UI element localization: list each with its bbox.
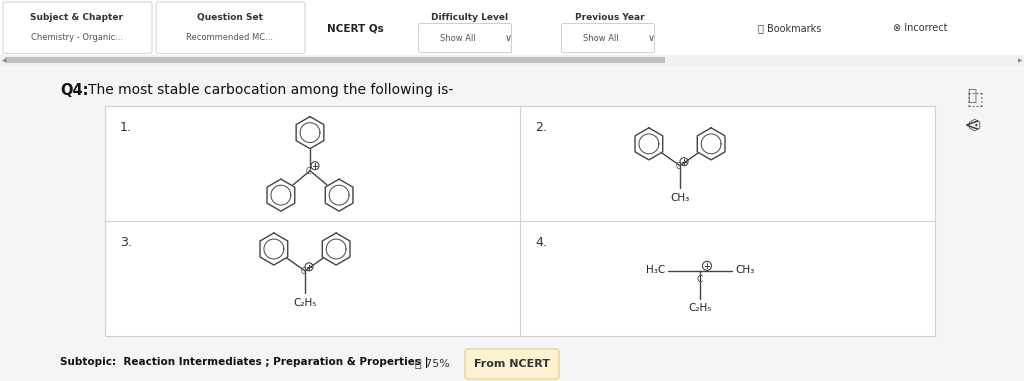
Text: The most stable carbocation among the following is-: The most stable carbocation among the fo… (88, 83, 454, 96)
Text: Recommended MC...: Recommended MC... (186, 33, 273, 42)
Text: ⊗ Incorrect: ⊗ Incorrect (893, 23, 947, 33)
Text: Difficulty Level: Difficulty Level (431, 13, 509, 22)
Text: Chemistry - Organic...: Chemistry - Organic... (31, 33, 123, 42)
Text: C: C (300, 267, 305, 276)
Text: 2.: 2. (535, 121, 547, 134)
Text: 1.: 1. (120, 121, 132, 134)
Text: Question Set: Question Set (197, 13, 263, 22)
Text: ⬡: ⬡ (969, 118, 982, 133)
Text: C: C (305, 167, 310, 176)
Text: ⬚: ⬚ (967, 91, 983, 109)
Text: From NCERT: From NCERT (474, 359, 550, 369)
Text: C₂H₅: C₂H₅ (688, 303, 712, 313)
Text: 4.: 4. (535, 236, 547, 249)
FancyBboxPatch shape (156, 2, 305, 53)
Text: CH₃: CH₃ (671, 193, 689, 203)
Text: Previous Year: Previous Year (575, 13, 645, 22)
Text: Show All: Show All (440, 34, 476, 43)
FancyBboxPatch shape (3, 2, 152, 53)
Text: H₃C: H₃C (646, 265, 665, 275)
Text: NCERT Qs: NCERT Qs (327, 23, 383, 33)
Text: 3.: 3. (120, 236, 132, 249)
Text: 🔖: 🔖 (968, 88, 977, 104)
Text: ⋖: ⋖ (964, 115, 980, 134)
Text: 🖐 75%: 🖐 75% (415, 358, 450, 368)
Text: ▶: ▶ (1018, 58, 1022, 63)
Text: 🔖 Bookmarks: 🔖 Bookmarks (759, 23, 821, 33)
Text: Q4:: Q4: (60, 83, 88, 98)
Text: Show All: Show All (583, 34, 618, 43)
Text: C: C (697, 275, 703, 284)
Text: C₂H₅: C₂H₅ (293, 298, 316, 308)
FancyBboxPatch shape (561, 24, 654, 53)
Text: ◀: ◀ (2, 58, 6, 63)
FancyBboxPatch shape (465, 349, 559, 379)
Text: ∨: ∨ (647, 33, 654, 43)
Text: CH₃: CH₃ (735, 265, 755, 275)
Text: Subject & Chapter: Subject & Chapter (31, 13, 124, 22)
FancyBboxPatch shape (419, 24, 512, 53)
Text: Subtopic:  Reaction Intermediates ; Preparation & Properties |: Subtopic: Reaction Intermediates ; Prepa… (60, 357, 428, 368)
Bar (5, 57, 665, 64)
Text: C: C (676, 162, 681, 171)
Text: ∨: ∨ (505, 33, 512, 43)
Bar (105, 106, 935, 336)
